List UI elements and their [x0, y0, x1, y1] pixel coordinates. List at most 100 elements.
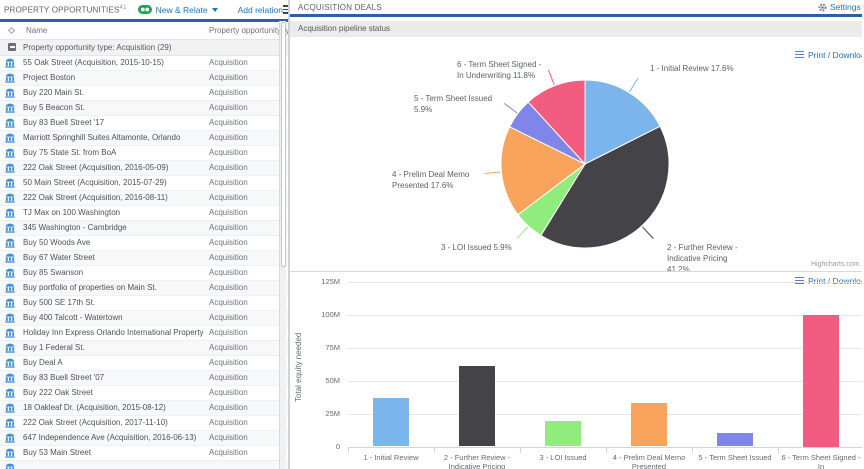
panel-title-text: PROPERTY OPPORTUNITIES	[4, 5, 120, 15]
y-axis-tick-label: 100M	[321, 310, 340, 319]
y-axis-tick-label: 50M	[325, 376, 340, 385]
building-icon	[5, 403, 15, 413]
collapse-icon[interactable]	[8, 43, 16, 51]
row-name: Buy 83 Buell Street '07	[23, 373, 105, 382]
gridline	[348, 314, 862, 316]
row-type: Acquisition	[209, 223, 248, 232]
table-row[interactable]: Holiday Inn Express Orlando Internationa…	[0, 326, 288, 341]
table-row[interactable]: 345 Washington - Cambridge Acquisition	[0, 220, 288, 236]
table-row[interactable]: Buy 222 Oak Street Acquisition	[0, 386, 288, 401]
table-row[interactable]: Buy 83 Buell Street '07 Acquisition	[0, 370, 288, 386]
y-axis-tick-label: 125M	[321, 277, 340, 286]
table-row[interactable]: Buy 53 Main Street Acquisition	[0, 446, 288, 461]
row-type: Acquisition	[209, 433, 248, 442]
table-row[interactable]: 222 Oak Street (Acquisition, 2017-11-10)…	[0, 416, 288, 431]
building-icon	[5, 118, 15, 128]
chart-menu-icon	[795, 276, 804, 285]
row-name: Buy portfolio of properties on Main St.	[23, 283, 157, 292]
table-row[interactable]: Buy 400 Talcott - Watertown Acquisition	[0, 310, 288, 326]
building-icon	[5, 313, 15, 323]
row-name: Buy 75 State St. from BoA	[23, 148, 117, 157]
bar[interactable]	[717, 433, 753, 447]
bar[interactable]	[803, 314, 839, 447]
add-relation-button[interactable]: Add relation	[237, 4, 283, 15]
panel-title: PROPERTY OPPORTUNITIES41	[4, 5, 127, 15]
table-row[interactable]: 222 Oak Street (Acquisition, 2016-05-09)…	[0, 160, 288, 176]
table-header: Name Property opportunity type	[0, 22, 288, 40]
table-row[interactable]: Buy 500 SE 17th St. Acquisition	[0, 296, 288, 311]
gear-icon	[818, 3, 827, 11]
row-name: Project Boston	[23, 73, 76, 82]
table-row[interactable]: 647 Independence Ave (Acquisition, 2016-…	[0, 430, 288, 446]
table-row[interactable]: 50 Main Street (Acquisition, 2015-07-29)…	[0, 176, 288, 191]
table-row[interactable]: Buy 220 Main St. Acquisition	[0, 86, 288, 101]
table-row[interactable]: Buy 50 Woods Ave Acquisition	[0, 236, 288, 251]
chevron-down-icon[interactable]	[211, 7, 218, 12]
sort-icon[interactable]	[7, 26, 16, 34]
bar-print-download-button[interactable]: Print / Download	[795, 276, 862, 286]
column-header-type[interactable]: Property opportunity type	[209, 25, 290, 35]
row-type: Acquisition	[209, 88, 248, 97]
bar[interactable]	[373, 397, 409, 447]
pie-print-download-button[interactable]: Print / Download	[795, 50, 862, 60]
row-type: Acquisition	[209, 328, 248, 337]
building-icon	[5, 103, 15, 113]
pie-slice[interactable]	[500, 125, 586, 215]
building-icon	[5, 238, 15, 248]
table-row[interactable]: Buy 85 Swanson Acquisition	[0, 266, 288, 281]
x-axis-line	[348, 446, 862, 448]
pie-label-initial-review: 1 - Initial Review 17.6%	[650, 63, 734, 73]
table-row[interactable]: Buy 5 Beacon St. Acquisition	[0, 100, 288, 116]
pie-slice[interactable]	[540, 125, 670, 248]
highcharts-watermark: Highcharts.com	[811, 260, 860, 268]
settings-label: Settings	[830, 2, 861, 12]
new-relate-button[interactable]: New & Relate	[155, 4, 208, 15]
x-axis-category-label: 4 - Prelim Deal Memo Presented	[612, 452, 686, 469]
bar[interactable]	[459, 365, 495, 447]
scrollbar-thumb[interactable]	[280, 22, 286, 267]
y-axis-tick-label: 75M	[325, 343, 340, 352]
table-row[interactable]: Buy 67 Water Street Acquisition	[0, 250, 288, 266]
pie-label-connector	[629, 77, 639, 92]
row-name: 222 Oak Street (Acquisition, 2016-05-09)	[23, 163, 169, 172]
table-row[interactable]: Marriott Springhill Suites Altamonte, Or…	[0, 130, 288, 146]
table-row[interactable]: 222 Oak Street (Acquisition, 2016-08-11)…	[0, 190, 288, 206]
table-row[interactable]: Buy 83 Buell Street '17 Acquisition	[0, 116, 288, 131]
y-axis-tick-label: 0	[335, 442, 340, 451]
x-axis-tick	[434, 447, 435, 453]
new-relate-icon	[137, 5, 152, 14]
row-type: Acquisition	[209, 73, 248, 82]
table-row[interactable]: 18 Oakleaf Dr. (Acquisition, 2015-08-12)…	[0, 400, 288, 416]
row-type: Acquisition	[209, 418, 248, 427]
pie-slice[interactable]	[527, 78, 586, 165]
building-icon	[5, 373, 15, 383]
table-row[interactable]: Buy Deal A Acquisition	[0, 356, 288, 371]
row-type: Acquisition	[209, 298, 248, 307]
pie-label-further-review: 2 - Further Review - Indicative Pricing …	[667, 242, 738, 271]
row-name: Buy 500 SE 17th St.	[23, 298, 96, 307]
bar[interactable]	[545, 421, 581, 447]
scrollbar[interactable]	[279, 21, 286, 469]
x-axis-tick	[778, 447, 779, 453]
group-header-row[interactable]: Property opportunity type: Acquisition (…	[0, 39, 288, 56]
building-icon	[5, 463, 15, 469]
table-row[interactable]: 55 Oak Street (Acquisition, 2015-10-15) …	[0, 56, 288, 71]
bar[interactable]	[631, 402, 667, 447]
settings-button[interactable]: Settings	[818, 2, 861, 12]
table-row[interactable]: Buy 1 Federal St. Acquisition	[0, 340, 288, 356]
table-row[interactable]: TJ Max on 100 Washington Acquisition	[0, 206, 288, 221]
row-name: Buy 83 Buell Street '17	[23, 118, 105, 127]
building-icon	[5, 208, 15, 218]
table-row[interactable]: Buy 75 State St. from BoA Acquisition	[0, 146, 288, 161]
table-row[interactable]: Buy portfolio of properties on Main St. …	[0, 280, 288, 296]
table-row[interactable]: Project Boston Acquisition	[0, 70, 288, 86]
row-name: 18 Oakleaf Dr. (Acquisition, 2015-08-12)	[23, 403, 166, 412]
pie-slice[interactable]	[584, 78, 661, 165]
column-header-name[interactable]: Name	[26, 25, 48, 35]
record-count: 41	[119, 4, 127, 11]
row-name: 222 Oak Street (Acquisition, 2016-08-11)	[23, 193, 168, 202]
menu-icon[interactable]	[282, 5, 288, 14]
building-icon	[5, 388, 15, 398]
table-row[interactable]	[0, 460, 288, 469]
